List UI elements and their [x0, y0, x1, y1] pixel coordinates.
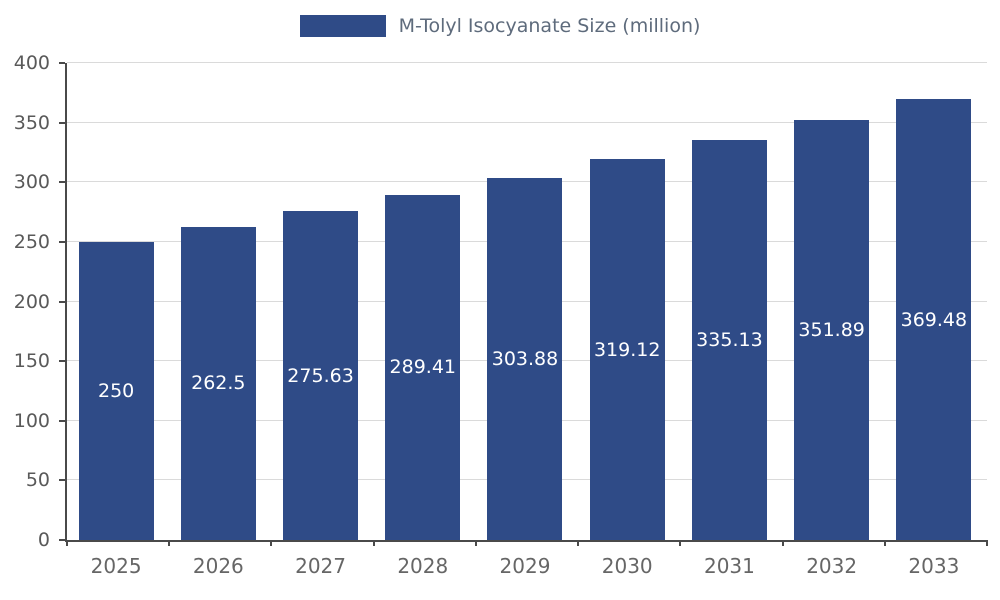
- bar-value-label: 303.88: [491, 347, 559, 370]
- bar-cell: 250: [78, 63, 154, 540]
- x-tick-label: 2028: [397, 554, 449, 578]
- bar-cell: 335.13: [691, 63, 767, 540]
- y-tick-label: 400: [13, 52, 50, 74]
- bar-value-label: 289.41: [389, 356, 457, 379]
- y-tick-label: 100: [13, 409, 50, 432]
- x-axis-tick: [168, 540, 171, 546]
- y-axis-tick: [59, 479, 65, 482]
- x-tick-label: 2030: [601, 554, 653, 578]
- y-axis-tick: [59, 360, 65, 363]
- x-tick-label: 2032: [806, 554, 858, 578]
- x-axis-tick: [986, 540, 988, 546]
- bar-value-label: 250: [97, 379, 135, 402]
- bar-2026: 262.5: [180, 226, 256, 540]
- y-axis-tick: [59, 539, 65, 541]
- y-tick-label: 250: [13, 230, 50, 253]
- bar-2027: 275.63: [283, 211, 359, 540]
- bar-value-label: 319.12: [593, 338, 661, 361]
- x-tick-label: 2031: [703, 554, 755, 578]
- bar-2028: 289.41: [385, 194, 461, 540]
- chart-title: M-Tolyl Isocyanate Size (million): [398, 15, 701, 37]
- y-axis-tick: [59, 62, 65, 64]
- bar-cell: 262.5: [180, 63, 256, 540]
- bar-value-label: 351.89: [798, 319, 865, 342]
- gridline: [67, 121, 987, 123]
- bar-cell: 275.63: [283, 63, 359, 540]
- bar-2033: 369.48: [896, 99, 972, 540]
- bar-value-label: 369.48: [900, 308, 968, 331]
- y-axis-tick: [59, 300, 65, 303]
- y-tick-label: 300: [13, 171, 50, 194]
- bar-2030: 319.12: [589, 159, 665, 540]
- bars-container: 250 262.5 275.63 289.41 303.88 319.12 335.13 35…: [65, 63, 985, 540]
- x-tick-label: 2029: [499, 554, 551, 578]
- y-axis-tick: [59, 181, 65, 184]
- legend-swatch: [299, 15, 386, 37]
- bar-value-label: 275.63: [287, 364, 354, 387]
- x-axis-labels: 2025 2026 2027 2028 2029 2030 2031 2032 2033: [65, 554, 985, 578]
- bar-2029: 303.88: [487, 177, 563, 540]
- bar-cell: 289.41: [385, 63, 461, 540]
- gridline: [67, 62, 987, 63]
- y-axis-tick: [59, 419, 65, 422]
- bar-cell: 351.89: [794, 63, 870, 540]
- bar-cell: 369.48: [896, 63, 972, 540]
- x-axis-tick: [474, 540, 477, 546]
- y-axis-tick: [59, 121, 65, 124]
- x-tick-label: 2027: [295, 554, 346, 578]
- x-axis-tick: [270, 540, 273, 546]
- x-axis-tick: [66, 540, 68, 546]
- x-axis-tick: [883, 540, 886, 546]
- bar-2032: 351.89: [794, 120, 870, 540]
- y-tick-label: 150: [13, 350, 50, 373]
- x-axis-tick: [577, 540, 580, 546]
- x-axis-tick: [679, 540, 682, 546]
- y-tick-label: 200: [13, 290, 50, 313]
- y-axis-labels: 0 50 100 150 200 250 300 350 400: [0, 52, 56, 551]
- y-tick-label: 350: [13, 111, 50, 134]
- x-tick-label: 2033: [908, 554, 960, 578]
- x-tick-label: 2026: [192, 554, 244, 578]
- bar-cell: 303.88: [487, 63, 563, 540]
- bar-value-label: 262.5: [191, 372, 246, 395]
- bar-2025: 250: [78, 241, 154, 540]
- chart-legend[interactable]: M-Tolyl Isocyanate Size (million): [0, 15, 1000, 37]
- bar-2031: 335.13: [691, 140, 767, 540]
- y-axis-tick: [59, 240, 65, 243]
- x-tick-label: 2025: [90, 554, 142, 578]
- x-axis-tick: [781, 540, 784, 546]
- y-tick-label: 50: [25, 469, 50, 492]
- bar-cell: 319.12: [589, 63, 665, 540]
- bar-value-label: 335.13: [696, 329, 763, 352]
- x-axis-tick: [372, 540, 375, 546]
- y-tick-label: 0: [37, 529, 50, 551]
